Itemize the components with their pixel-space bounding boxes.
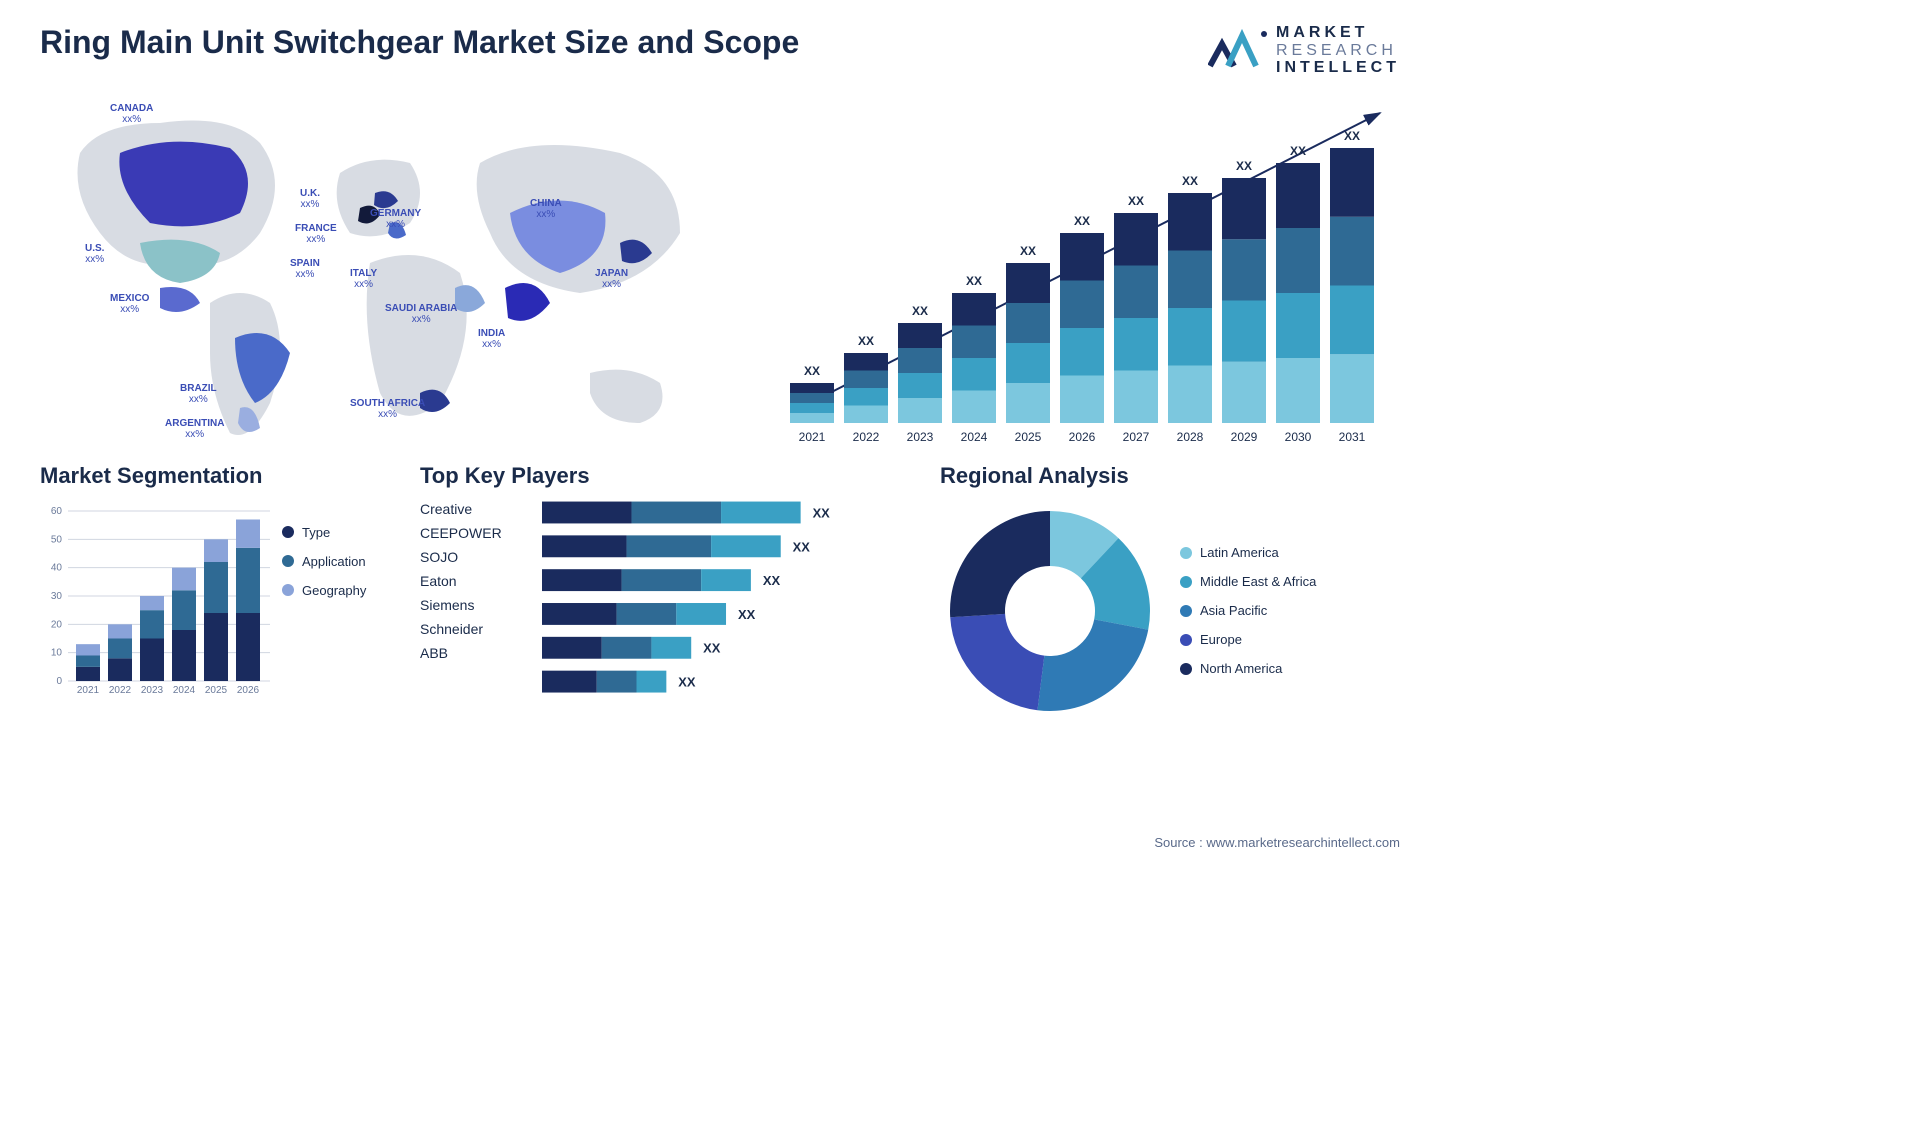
svg-text:XX: XX [804,364,820,378]
svg-text:2025: 2025 [1015,430,1042,444]
svg-text:10: 10 [51,647,63,658]
world-map-panel: CANADAxx% U.S.xx% MEXICOxx% BRAZILxx% ARGENT… [40,93,740,453]
segmentation-legend-item: Geography [282,583,366,598]
svg-text:50: 50 [51,534,63,545]
regional-legend-item: Latin America [1180,545,1316,560]
svg-text:2027: 2027 [1123,430,1150,444]
map-label: U.K.xx% [300,188,320,210]
svg-text:XX: XX [678,674,696,689]
regional-donut-chart [940,501,1160,721]
svg-text:XX: XX [1236,159,1252,173]
regional-legend: Latin America Middle East & Africa Asia Pa… [1180,545,1316,676]
players-names-list: Creative CEEPOWER SOJO Eaton Siemens Schneide… [420,501,530,711]
regional-panel: Regional Analysis Latin America Middle Ea… [940,463,1400,721]
svg-text:XX: XX [858,334,874,348]
top-row: CANADAxx% U.S.xx% MEXICOxx% BRAZILxx% ARGENT… [0,77,1440,453]
player-name: ABB [420,645,530,661]
map-label: BRAZILxx% [180,383,217,405]
svg-text:40: 40 [51,562,63,573]
map-label: JAPANxx% [595,268,628,290]
svg-text:XX: XX [763,573,781,588]
svg-text:2021: 2021 [77,685,100,696]
svg-text:2023: 2023 [141,685,164,696]
segmentation-legend-item: Type [282,525,366,540]
map-label: MEXICOxx% [110,293,149,315]
map-label: FRANCExx% [295,223,337,245]
segmentation-panel: Market Segmentation 0 10 20 30 40 50 60 2021 202… [40,463,400,721]
regional-legend-item: North America [1180,661,1316,676]
svg-text:2024: 2024 [173,685,196,696]
logo: MARKET RESEARCH INTELLECT [1208,24,1400,77]
svg-text:30: 30 [51,591,63,602]
map-label: SOUTH AFRICAxx% [350,398,425,420]
player-name: CEEPOWER [420,525,530,541]
svg-text:2024: 2024 [961,430,988,444]
players-title: Top Key Players [420,463,920,489]
map-label: CANADAxx% [110,103,153,125]
svg-text:2022: 2022 [109,685,132,696]
svg-text:XX: XX [703,641,721,656]
svg-text:XX: XX [738,607,756,622]
segmentation-legend-item: Application [282,554,366,569]
svg-text:2021: 2021 [799,430,826,444]
svg-text:XX: XX [813,505,831,520]
regional-legend-item: Middle East & Africa [1180,574,1316,589]
svg-text:2022: 2022 [853,430,880,444]
map-label: ARGENTINAxx% [165,418,224,440]
svg-text:2026: 2026 [237,685,260,696]
svg-text:XX: XX [1074,214,1090,228]
svg-text:2030: 2030 [1285,430,1312,444]
svg-text:XX: XX [966,274,982,288]
map-label: GERMANYxx% [370,208,421,230]
map-label: ITALYxx% [350,268,377,290]
svg-text:2031: 2031 [1339,430,1366,444]
growth-bar-chart: XX 2021 XX 2022 XX 2023 XX 2024 XX 2025 XX 2026 XX 20… [780,93,1400,453]
map-label: U.S.xx% [85,243,104,265]
svg-text:XX: XX [1020,244,1036,258]
regional-legend-item: Asia Pacific [1180,603,1316,618]
logo-text: MARKET RESEARCH INTELLECT [1276,24,1400,77]
logo-icon [1208,26,1268,74]
source-credit: Source : www.marketresearchintellect.com [1154,835,1400,850]
bottom-row: Market Segmentation 0 10 20 30 40 50 60 2021 202… [0,453,1440,721]
svg-text:2023: 2023 [907,430,934,444]
player-name: Siemens [420,597,530,613]
svg-text:XX: XX [793,539,811,554]
map-label: CHINAxx% [530,198,562,220]
svg-text:XX: XX [1344,129,1360,143]
map-label: INDIAxx% [478,328,505,350]
player-name: SOJO [420,549,530,565]
svg-text:2025: 2025 [205,685,228,696]
player-name: Creative [420,501,530,517]
regional-legend-item: Europe [1180,632,1316,647]
svg-text:60: 60 [51,506,63,517]
svg-text:0: 0 [56,676,62,687]
svg-text:20: 20 [51,619,63,630]
segmentation-chart: 0 10 20 30 40 50 60 2021 2022 2023 2024 2025 2026 [40,501,270,701]
players-chart: XX XX XX XX XX XX [542,501,920,711]
svg-text:2029: 2029 [1231,430,1258,444]
players-panel: Top Key Players Creative CEEPOWER SOJO Eato… [420,463,920,721]
page-title: Ring Main Unit Switchgear Market Size an… [40,24,799,61]
svg-text:XX: XX [1128,194,1144,208]
segmentation-title: Market Segmentation [40,463,400,489]
svg-text:2028: 2028 [1177,430,1204,444]
player-name: Eaton [420,573,530,589]
svg-text:XX: XX [1182,174,1198,188]
svg-text:XX: XX [1290,144,1306,158]
regional-title: Regional Analysis [940,463,1400,489]
player-name: Schneider [420,621,530,637]
svg-text:2026: 2026 [1069,430,1096,444]
map-label: SAUDI ARABIAxx% [385,303,457,325]
header: Ring Main Unit Switchgear Market Size an… [0,0,1440,77]
segmentation-legend: Type Application Geography [282,501,366,701]
svg-text:XX: XX [912,304,928,318]
map-label: SPAINxx% [290,258,320,280]
